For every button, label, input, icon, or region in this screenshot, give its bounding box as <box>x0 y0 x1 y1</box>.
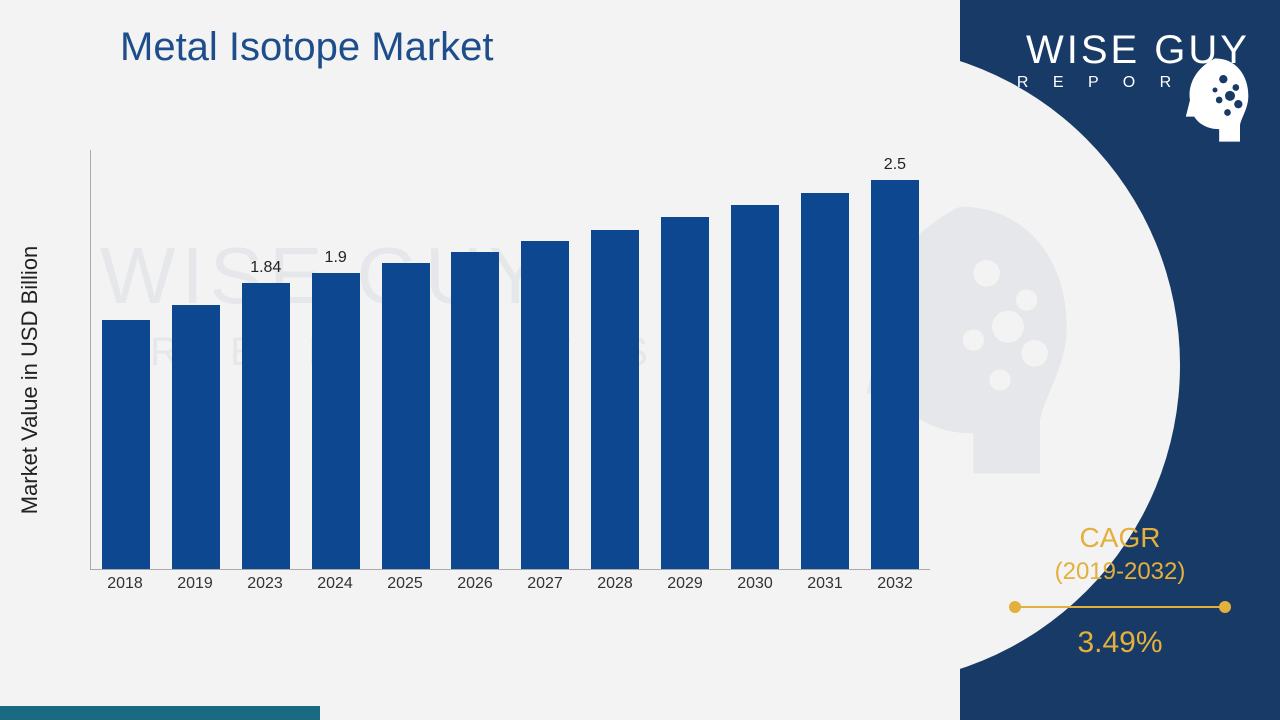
bar-rect <box>172 305 220 569</box>
bar-column <box>98 320 154 569</box>
cagr-value: 3.49% <box>990 626 1250 660</box>
bar-rect <box>661 217 709 569</box>
x-axis-tick-label: 2025 <box>377 575 433 593</box>
bar-column <box>797 193 853 569</box>
x-axis-tick-label: 2032 <box>867 575 923 593</box>
bar-rect <box>451 252 499 569</box>
y-axis-label: Market Value in USD Billion <box>17 246 43 515</box>
chart-area: Market Value in USD Billion 1.841.92.5 2… <box>60 150 930 610</box>
bar-column <box>517 241 573 569</box>
x-axis-tick-label: 2019 <box>167 575 223 593</box>
bar-rect <box>102 320 150 569</box>
bar-column <box>587 230 643 569</box>
bar-rect <box>591 230 639 569</box>
bar-rect <box>242 283 290 569</box>
bar-column <box>447 252 503 569</box>
bar-column: 2.5 <box>867 180 923 569</box>
x-axis-tick-label: 2023 <box>237 575 293 593</box>
cagr-divider <box>1015 606 1225 608</box>
bar-rect <box>871 180 919 569</box>
brand-logo: WISE GUY R E P O R T S <box>1017 30 1250 92</box>
bar-rect <box>731 205 779 569</box>
bar-column: 1.9 <box>308 273 364 569</box>
cagr-label: CAGR <box>990 522 1250 554</box>
bar-column <box>727 205 783 569</box>
x-axis-labels: 2018 2019 2023 2024 2025 2026 2027 2028 2029 2030… <box>90 575 930 593</box>
bar-rect <box>382 263 430 569</box>
x-axis-tick-label: 2018 <box>97 575 153 593</box>
x-axis-tick-label: 2028 <box>587 575 643 593</box>
cagr-box: CAGR (2019-2032) 3.49% <box>990 522 1250 660</box>
x-axis-tick-label: 2029 <box>657 575 713 593</box>
chart-title: Metal Isotope Market <box>120 25 494 70</box>
cagr-years: (2019-2032) <box>990 558 1250 586</box>
bar-value-label: 1.84 <box>250 259 281 277</box>
x-axis-tick-label: 2031 <box>797 575 853 593</box>
bottom-accent-bar <box>0 706 320 720</box>
chart-container: Metal Isotope Market WISE GUY R E P O R … <box>0 0 1280 720</box>
bar-column <box>168 305 224 569</box>
x-axis-tick-label: 2027 <box>517 575 573 593</box>
bar-rect <box>521 241 569 569</box>
brand-head-icon <box>1170 50 1260 150</box>
x-axis-tick-label: 2024 <box>307 575 363 593</box>
bar-column: 1.84 <box>238 283 294 569</box>
bar-rect <box>312 273 360 569</box>
bar-column <box>378 263 434 569</box>
x-axis-tick-label: 2030 <box>727 575 783 593</box>
bar-value-label: 2.5 <box>884 156 906 174</box>
bars-wrap: 1.841.92.5 <box>90 150 930 570</box>
bar-column <box>657 217 713 569</box>
x-axis-tick-label: 2026 <box>447 575 503 593</box>
bar-value-label: 1.9 <box>325 249 347 267</box>
bar-rect <box>801 193 849 569</box>
